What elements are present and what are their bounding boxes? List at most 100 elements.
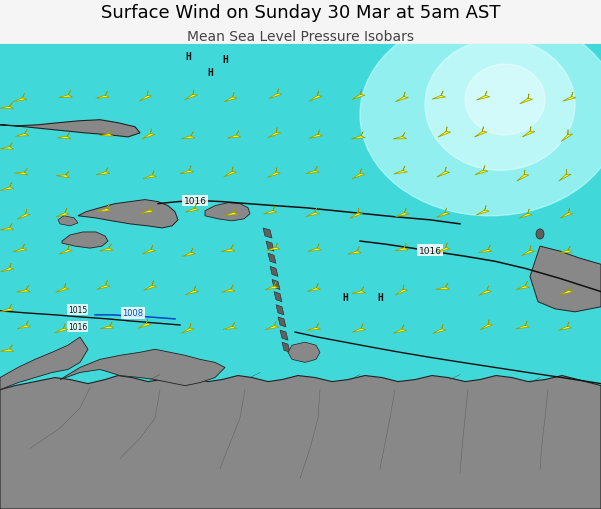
Polygon shape bbox=[437, 243, 450, 253]
Polygon shape bbox=[185, 286, 198, 295]
Polygon shape bbox=[269, 90, 282, 99]
Polygon shape bbox=[475, 166, 488, 176]
Polygon shape bbox=[13, 94, 27, 102]
Polygon shape bbox=[141, 206, 154, 214]
Polygon shape bbox=[0, 376, 601, 509]
Polygon shape bbox=[182, 324, 194, 334]
Polygon shape bbox=[352, 91, 365, 100]
Polygon shape bbox=[78, 200, 178, 229]
Polygon shape bbox=[182, 248, 195, 257]
Polygon shape bbox=[57, 133, 71, 139]
Polygon shape bbox=[100, 322, 114, 329]
Polygon shape bbox=[182, 132, 195, 139]
Polygon shape bbox=[517, 171, 529, 182]
Polygon shape bbox=[16, 286, 30, 293]
Polygon shape bbox=[476, 206, 489, 216]
Polygon shape bbox=[478, 286, 492, 296]
Polygon shape bbox=[263, 229, 272, 239]
Polygon shape bbox=[393, 133, 407, 139]
Polygon shape bbox=[393, 325, 406, 334]
Polygon shape bbox=[306, 167, 320, 174]
Polygon shape bbox=[558, 246, 572, 253]
Polygon shape bbox=[1, 264, 14, 272]
Polygon shape bbox=[350, 209, 362, 219]
Polygon shape bbox=[17, 210, 30, 220]
Polygon shape bbox=[559, 170, 571, 182]
Polygon shape bbox=[96, 168, 110, 176]
Polygon shape bbox=[394, 166, 407, 175]
Polygon shape bbox=[395, 209, 409, 217]
Text: 1016: 1016 bbox=[183, 196, 207, 206]
Polygon shape bbox=[143, 171, 157, 179]
Polygon shape bbox=[347, 247, 361, 254]
Polygon shape bbox=[280, 330, 288, 341]
Text: H: H bbox=[222, 55, 228, 65]
Polygon shape bbox=[0, 345, 14, 352]
Polygon shape bbox=[309, 130, 323, 139]
Text: 1016: 1016 bbox=[68, 322, 87, 331]
Text: H: H bbox=[377, 292, 383, 302]
Polygon shape bbox=[266, 243, 280, 251]
Polygon shape bbox=[560, 287, 573, 296]
Polygon shape bbox=[480, 320, 493, 330]
Polygon shape bbox=[0, 224, 14, 231]
Polygon shape bbox=[477, 92, 490, 101]
Text: H: H bbox=[207, 68, 213, 78]
Polygon shape bbox=[15, 130, 29, 137]
Polygon shape bbox=[268, 253, 276, 264]
Text: 1015: 1015 bbox=[68, 305, 87, 314]
Polygon shape bbox=[55, 324, 68, 333]
Polygon shape bbox=[224, 93, 237, 103]
Polygon shape bbox=[97, 205, 111, 212]
Polygon shape bbox=[0, 144, 14, 150]
Polygon shape bbox=[352, 169, 365, 180]
Polygon shape bbox=[205, 203, 250, 221]
Polygon shape bbox=[268, 128, 281, 138]
Polygon shape bbox=[139, 92, 152, 102]
Polygon shape bbox=[99, 244, 113, 251]
Polygon shape bbox=[0, 337, 88, 390]
Polygon shape bbox=[437, 167, 450, 178]
Polygon shape bbox=[265, 322, 279, 330]
Ellipse shape bbox=[536, 230, 544, 240]
Polygon shape bbox=[474, 127, 487, 138]
Polygon shape bbox=[395, 244, 409, 251]
Polygon shape bbox=[308, 244, 322, 252]
Polygon shape bbox=[272, 280, 280, 290]
Polygon shape bbox=[185, 205, 199, 213]
Polygon shape bbox=[438, 127, 451, 138]
Ellipse shape bbox=[465, 65, 545, 135]
Polygon shape bbox=[516, 282, 529, 290]
Polygon shape bbox=[265, 282, 279, 290]
Polygon shape bbox=[288, 343, 320, 363]
Polygon shape bbox=[352, 287, 365, 294]
Polygon shape bbox=[306, 209, 319, 217]
Polygon shape bbox=[436, 284, 450, 290]
Polygon shape bbox=[519, 210, 532, 219]
Polygon shape bbox=[266, 242, 274, 251]
Polygon shape bbox=[221, 245, 235, 252]
Polygon shape bbox=[516, 321, 529, 329]
Polygon shape bbox=[276, 305, 284, 315]
Polygon shape bbox=[96, 92, 109, 99]
Polygon shape bbox=[270, 267, 278, 277]
Polygon shape bbox=[185, 91, 198, 101]
Polygon shape bbox=[221, 286, 235, 293]
Polygon shape bbox=[142, 245, 156, 254]
Polygon shape bbox=[14, 169, 28, 176]
Polygon shape bbox=[530, 247, 601, 312]
Polygon shape bbox=[0, 121, 140, 137]
Polygon shape bbox=[224, 167, 237, 178]
Polygon shape bbox=[58, 216, 78, 227]
Polygon shape bbox=[56, 284, 69, 293]
Polygon shape bbox=[60, 350, 225, 386]
Polygon shape bbox=[521, 246, 534, 256]
Polygon shape bbox=[227, 131, 241, 139]
Polygon shape bbox=[560, 209, 573, 219]
Ellipse shape bbox=[360, 15, 601, 216]
Polygon shape bbox=[274, 292, 282, 302]
Polygon shape bbox=[17, 321, 31, 329]
Ellipse shape bbox=[425, 40, 575, 171]
Text: 1016: 1016 bbox=[418, 246, 442, 255]
Polygon shape bbox=[307, 324, 320, 331]
